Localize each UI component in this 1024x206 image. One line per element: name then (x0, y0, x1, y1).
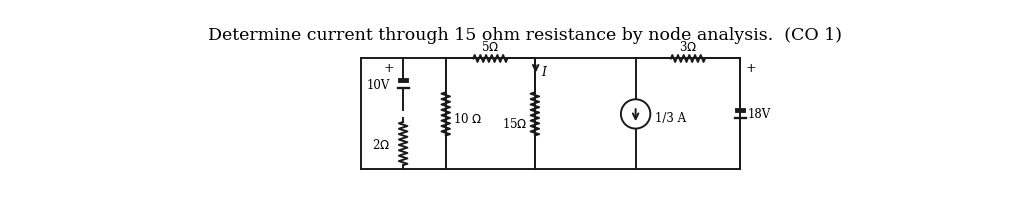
Text: 5$\Omega$: 5$\Omega$ (481, 40, 500, 54)
Text: +: + (745, 62, 757, 74)
Text: I: I (541, 66, 546, 79)
Text: 10 $\Omega$: 10 $\Omega$ (454, 111, 482, 125)
Text: +: + (383, 62, 394, 74)
Text: 2$\Omega$: 2$\Omega$ (372, 137, 390, 151)
Text: Determine current through 15 ohm resistance by node analysis.  (CO 1): Determine current through 15 ohm resista… (208, 27, 842, 44)
Text: 18V: 18V (748, 108, 771, 121)
Text: 15$\Omega$: 15$\Omega$ (502, 117, 527, 131)
Text: 10V: 10V (367, 78, 390, 91)
Text: 1/3 A: 1/3 A (655, 112, 686, 125)
Text: 3$\Omega$: 3$\Omega$ (679, 40, 697, 54)
